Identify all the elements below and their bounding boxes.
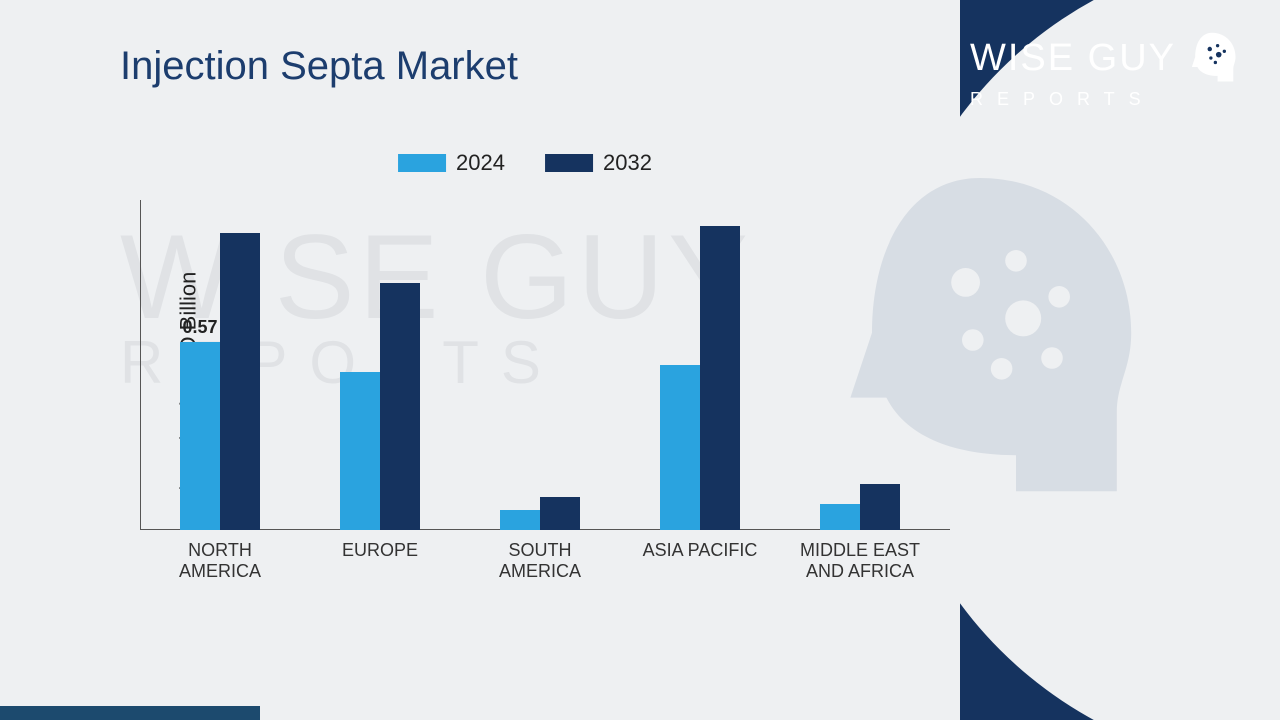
legend-swatch-0 — [398, 154, 446, 172]
bar-group: EUROPE — [320, 200, 440, 530]
bar — [500, 510, 540, 530]
bar — [180, 342, 220, 530]
legend-item: 2024 — [398, 150, 505, 176]
bars-wrap — [640, 200, 760, 530]
legend: 2024 2032 — [398, 150, 652, 176]
bar — [540, 497, 580, 530]
bars-wrap — [320, 200, 440, 530]
head-icon — [1184, 30, 1240, 86]
bars-wrap — [480, 200, 600, 530]
legend-swatch-1 — [545, 154, 593, 172]
bars-wrap — [800, 200, 920, 530]
plot-region: 0.57NORTH AMERICA EUROPE SOUTH AMERICA ASIA… — [140, 200, 950, 530]
x-tick-label: SOUTH AMERICA — [470, 540, 610, 581]
x-tick-label: EUROPE — [310, 540, 450, 561]
bar — [340, 372, 380, 530]
legend-label-0: 2024 — [456, 150, 505, 176]
chart-area: Market Size in USD Billion 2024 2032 0.5… — [100, 150, 950, 650]
x-tick-label: ASIA PACIFIC — [630, 540, 770, 561]
legend-item: 2032 — [545, 150, 652, 176]
bar — [700, 226, 740, 530]
bar-group: SOUTH AMERICA — [480, 200, 600, 530]
legend-label-1: 2032 — [603, 150, 652, 176]
logo-line2: REPORTS — [970, 90, 1240, 108]
brand-logo: WISE GUY REPORTS — [970, 30, 1240, 108]
bar — [220, 233, 260, 530]
logo-line1: WISE GUY — [970, 39, 1176, 77]
figure-root: WISE GUY REPORTS Injection Septa Market … — [0, 0, 1280, 720]
bottom-accent-bar — [0, 706, 260, 720]
x-tick-label: MIDDLE EAST AND AFRICA — [790, 540, 930, 581]
bar — [860, 484, 900, 530]
bar-group: ASIA PACIFIC — [640, 200, 760, 530]
y-axis-line — [140, 200, 141, 530]
bar — [380, 283, 420, 531]
bar — [660, 365, 700, 530]
bars-wrap — [160, 200, 280, 530]
bar — [820, 504, 860, 530]
chart-title: Injection Septa Market — [120, 44, 518, 89]
bar-group: MIDDLE EAST AND AFRICA — [800, 200, 920, 530]
x-tick-label: NORTH AMERICA — [150, 540, 290, 581]
bar-group: 0.57NORTH AMERICA — [160, 200, 280, 530]
